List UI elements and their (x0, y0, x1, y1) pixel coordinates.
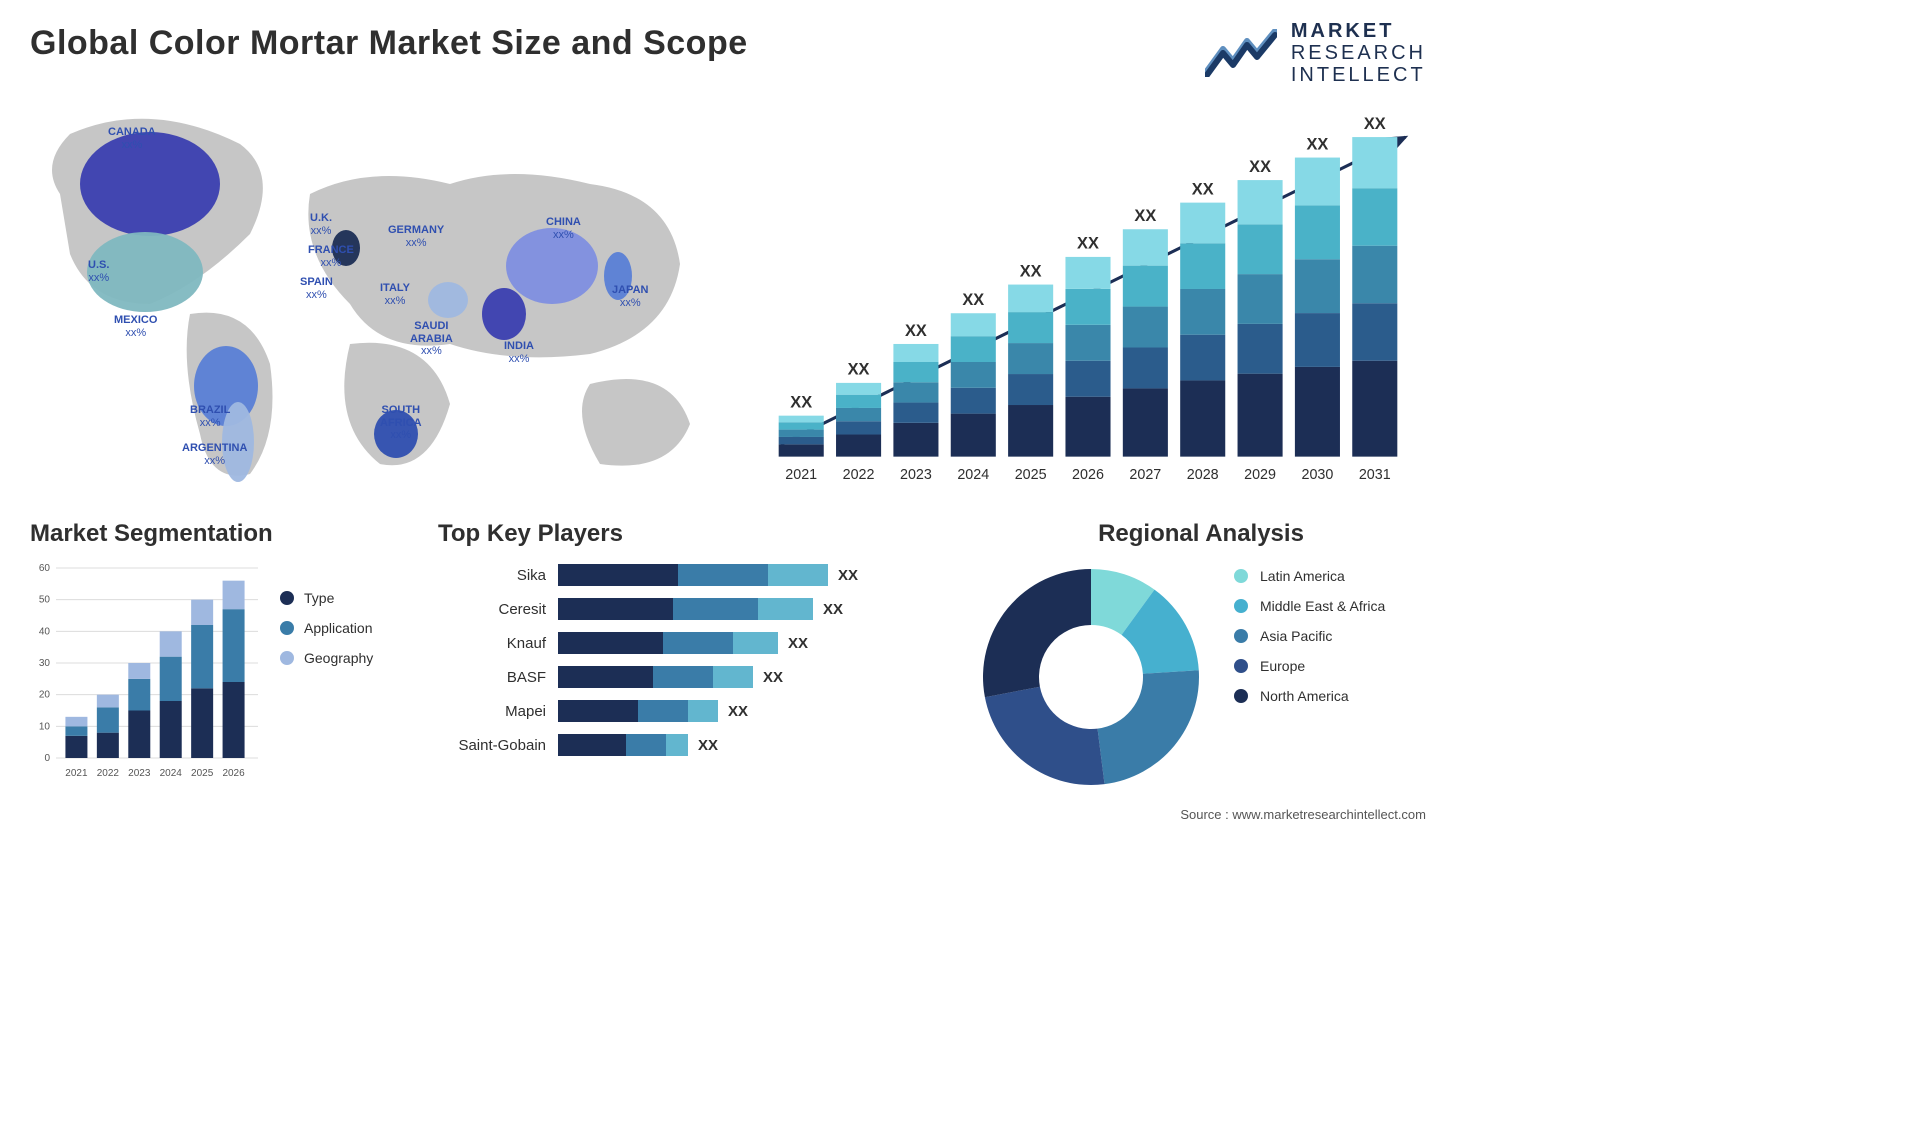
key-player-value: XX (728, 703, 748, 720)
logo-line2: RESEARCH (1291, 42, 1426, 64)
svg-text:2023: 2023 (128, 768, 151, 779)
svg-text:0: 0 (44, 753, 50, 764)
key-player-bar (558, 666, 753, 688)
svg-text:XX: XX (1020, 262, 1042, 280)
svg-text:2023: 2023 (900, 467, 932, 483)
bottom-row: Market Segmentation 0 10 20 30 40 50 60 2021 202… (30, 520, 1426, 792)
key-player-row: Ceresit XX (438, 596, 948, 622)
regional-title: Regional Analysis (976, 520, 1426, 548)
svg-text:20: 20 (39, 690, 51, 701)
segmentation-title: Market Segmentation (30, 520, 410, 548)
forecast-svg: XX 2021 XX 2022 XX 2023 XX 2024 XX 2025 XX 2026 XX 20… (750, 112, 1426, 494)
top-row: CANADAxx%U.S.xx%MEXICOxx%BRAZILxx%ARGENT… (30, 104, 1426, 494)
svg-text:XX: XX (1192, 180, 1214, 198)
svg-text:2021: 2021 (785, 467, 817, 483)
key-player-row: Sika XX (438, 562, 948, 588)
logo-line1: MARKET (1291, 20, 1426, 42)
key-players-rows: SikaXXCeresitXXKnaufXXBASFXXMapeiXXSaint… (438, 562, 948, 758)
svg-text:2027: 2027 (1129, 467, 1161, 483)
key-player-value: XX (838, 567, 858, 584)
svg-text:XX: XX (1307, 135, 1329, 153)
segmentation-legend: Type Application Geography (280, 562, 373, 782)
regional-legend-item: Middle East & Africa (1234, 598, 1385, 614)
svg-text:50: 50 (39, 595, 51, 606)
world-map: CANADAxx%U.S.xx%MEXICOxx%BRAZILxx%ARGENT… (30, 104, 710, 494)
logo-text: MARKET RESEARCH INTELLECT (1291, 20, 1426, 86)
key-player-value: XX (823, 601, 843, 618)
regional-legend-item: Europe (1234, 658, 1385, 674)
svg-text:2022: 2022 (97, 768, 120, 779)
key-players-title: Top Key Players (438, 520, 948, 548)
page-title: Global Color Mortar Market Size and Scop… (30, 24, 748, 63)
svg-text:2030: 2030 (1301, 467, 1333, 483)
segmentation-legend-item: Application (280, 620, 373, 636)
forecast-chart: XX 2021 XX 2022 XX 2023 XX 2024 XX 2025 XX 2026 XX 20… (750, 104, 1426, 494)
svg-text:2021: 2021 (65, 768, 88, 779)
world-map-svg (30, 104, 710, 494)
svg-text:40: 40 (39, 626, 51, 637)
regional-legend-item: Asia Pacific (1234, 628, 1385, 644)
brand-logo: MARKET RESEARCH INTELLECT (1205, 20, 1426, 86)
key-player-bar (558, 598, 813, 620)
regional-legend-item: Latin America (1234, 568, 1385, 584)
svg-text:XX: XX (1077, 235, 1099, 253)
svg-text:2026: 2026 (1072, 467, 1104, 483)
svg-text:2031: 2031 (1359, 467, 1391, 483)
regional-donut (976, 562, 1206, 792)
key-player-value: XX (763, 669, 783, 686)
segmentation-chart: 0 10 20 30 40 50 60 2021 2022 2023 2024 2025 2026 (30, 562, 260, 782)
key-player-row: BASF XX (438, 664, 948, 690)
key-player-value: XX (788, 635, 808, 652)
key-player-bar (558, 564, 828, 586)
segmentation-legend-item: Geography (280, 650, 373, 666)
key-player-name: Sika (438, 567, 558, 584)
source-attribution: Source : www.marketresearchintellect.com (1180, 807, 1426, 822)
svg-text:2024: 2024 (957, 467, 989, 483)
key-players-section: Top Key Players SikaXXCeresitXXKnaufXXBA… (438, 520, 948, 792)
key-player-value: XX (698, 737, 718, 754)
key-player-bar (558, 632, 778, 654)
key-player-row: Knauf XX (438, 630, 948, 656)
svg-text:2026: 2026 (222, 768, 245, 779)
header: Global Color Mortar Market Size and Scop… (30, 20, 1426, 86)
segmentation-legend-item: Type (280, 590, 373, 606)
svg-text:2025: 2025 (191, 768, 214, 779)
key-player-row: Mapei XX (438, 698, 948, 724)
svg-text:2029: 2029 (1244, 467, 1276, 483)
svg-text:XX: XX (1134, 207, 1156, 225)
key-player-row: Saint-Gobain XX (438, 732, 948, 758)
key-player-bar (558, 734, 688, 756)
svg-text:2025: 2025 (1015, 467, 1047, 483)
key-player-name: Saint-Gobain (438, 737, 558, 754)
logo-mark-icon (1205, 29, 1277, 77)
svg-text:2022: 2022 (843, 467, 875, 483)
regional-legend-item: North America (1234, 688, 1385, 704)
key-player-bar (558, 700, 718, 722)
svg-text:XX: XX (1249, 158, 1271, 176)
logo-line3: INTELLECT (1291, 64, 1426, 86)
key-player-name: Knauf (438, 635, 558, 652)
svg-text:10: 10 (39, 721, 51, 732)
key-player-name: BASF (438, 669, 558, 686)
key-player-name: Mapei (438, 703, 558, 720)
svg-text:2024: 2024 (160, 768, 183, 779)
svg-text:XX: XX (905, 322, 927, 340)
svg-text:XX: XX (790, 393, 812, 411)
svg-text:30: 30 (39, 658, 51, 669)
svg-text:XX: XX (962, 291, 984, 309)
svg-text:XX: XX (848, 361, 870, 379)
svg-text:XX: XX (1364, 115, 1386, 133)
regional-section: Regional Analysis Latin America Middle Ea… (976, 520, 1426, 792)
infographic-page: Global Color Mortar Market Size and Scop… (0, 0, 1456, 832)
segmentation-section: Market Segmentation 0 10 20 30 40 50 60 2021 202… (30, 520, 410, 792)
svg-text:2028: 2028 (1187, 467, 1219, 483)
regional-legend: Latin America Middle East & Africa Asia Pa… (1234, 562, 1385, 792)
key-player-name: Ceresit (438, 601, 558, 618)
svg-text:60: 60 (39, 563, 51, 574)
